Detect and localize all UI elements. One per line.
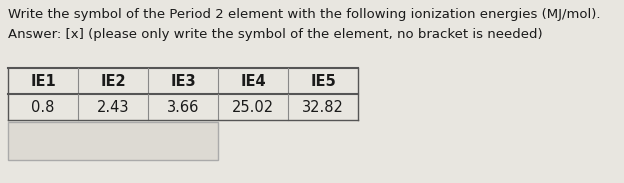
Text: Write the symbol of the Period 2 element with the following ionization energies : Write the symbol of the Period 2 element… xyxy=(8,8,600,21)
Text: 0.8: 0.8 xyxy=(31,100,55,115)
Text: IE4: IE4 xyxy=(240,74,266,89)
Text: IE1: IE1 xyxy=(30,74,56,89)
Text: IE5: IE5 xyxy=(310,74,336,89)
Text: 25.02: 25.02 xyxy=(232,100,274,115)
Text: IE3: IE3 xyxy=(170,74,196,89)
Text: IE2: IE2 xyxy=(100,74,126,89)
Text: 3.66: 3.66 xyxy=(167,100,199,115)
Text: Answer: [x] (please only write the symbol of the element, no bracket is needed): Answer: [x] (please only write the symbo… xyxy=(8,28,543,41)
Text: 2.43: 2.43 xyxy=(97,100,129,115)
Bar xyxy=(8,122,218,160)
Text: 32.82: 32.82 xyxy=(302,100,344,115)
